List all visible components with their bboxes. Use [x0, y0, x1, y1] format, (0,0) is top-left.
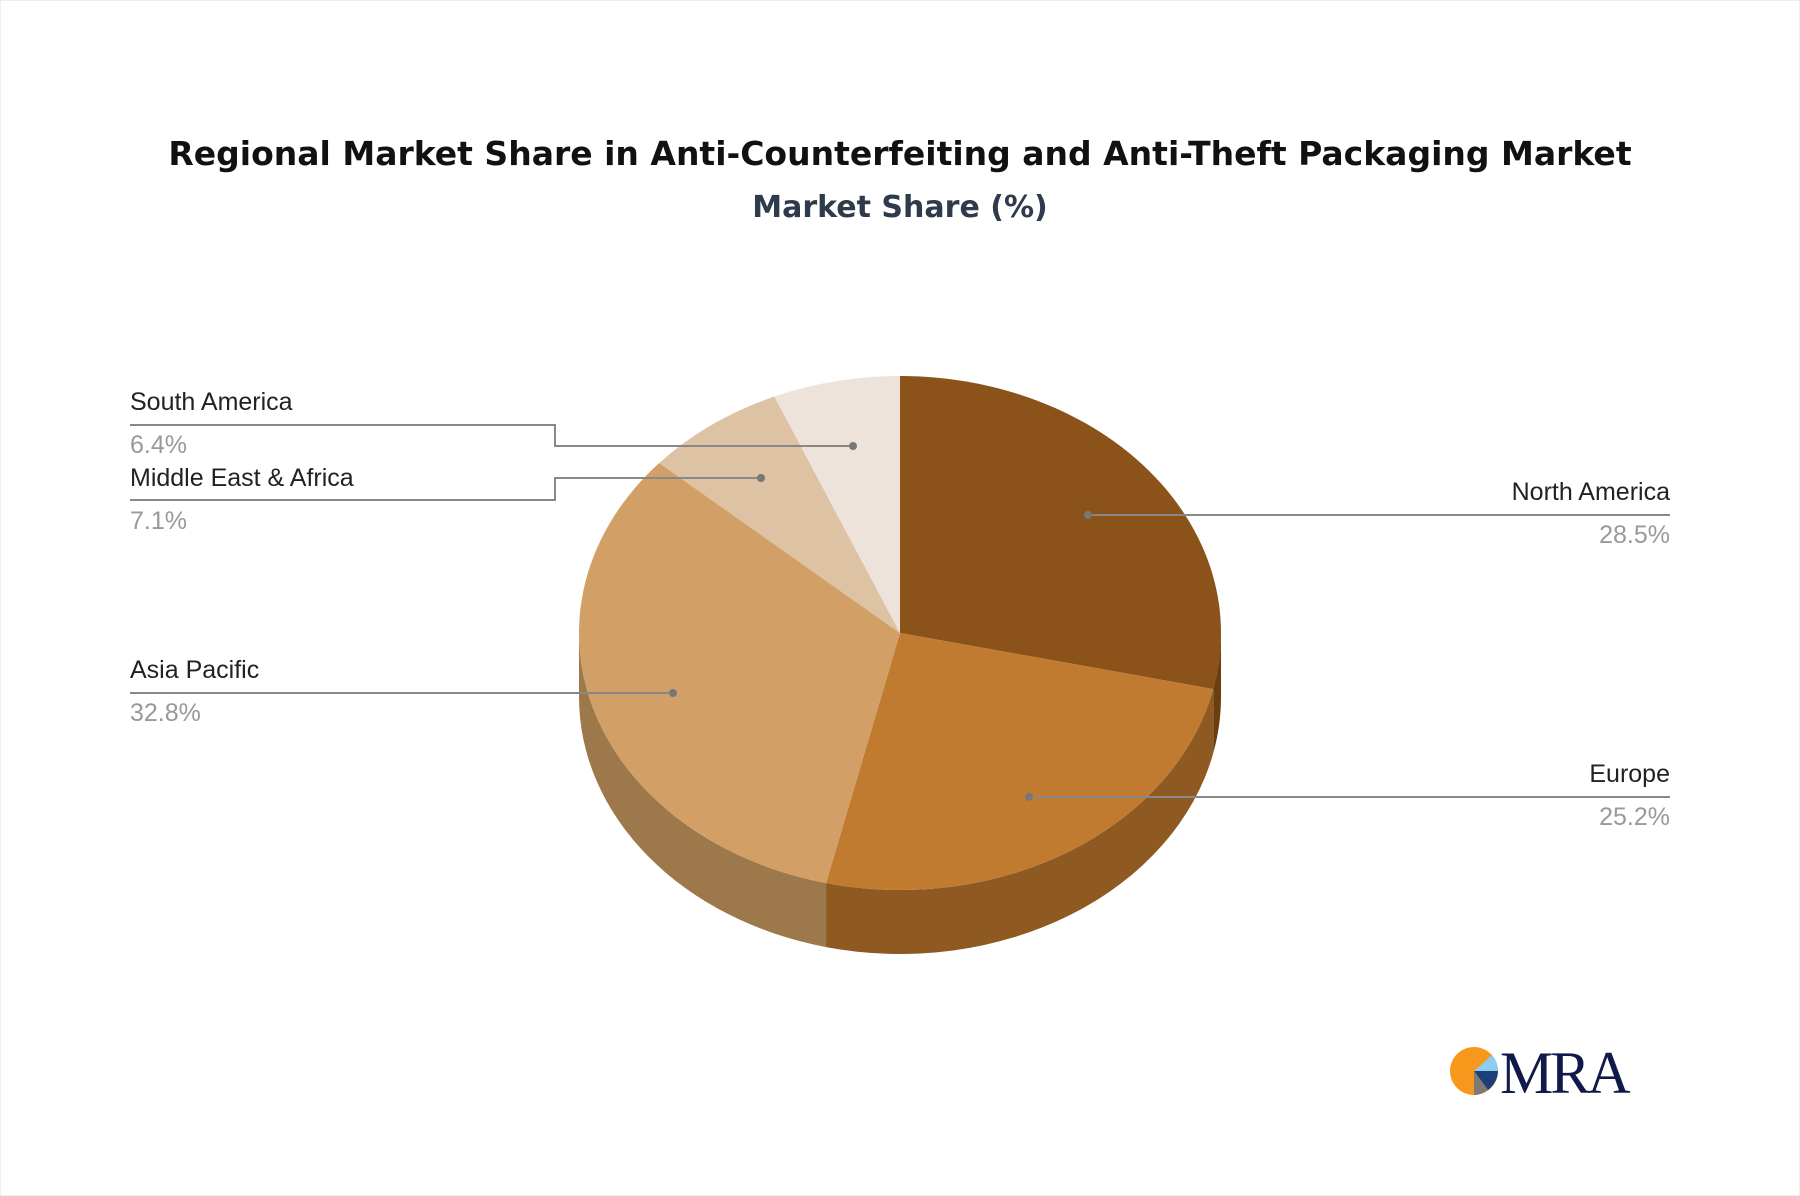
pie-side-europe [826, 689, 1214, 954]
value-europe: 25.2% [1599, 803, 1670, 831]
leader-dot-south-america [849, 442, 857, 450]
pie-slice-north-america [900, 376, 1221, 690]
svg-text:MRA: MRA [1500, 1040, 1630, 1106]
leader-line-middle-east-africa [130, 477, 761, 501]
pie-side-asia-pacific [579, 633, 827, 948]
label-middle-east-africa: Middle East & Africa [130, 464, 354, 492]
pie-slice-south-america [774, 376, 900, 633]
value-middle-east-africa: 7.1% [130, 507, 187, 535]
label-north-america: North America [1511, 478, 1670, 506]
label-south-america: South America [130, 388, 293, 416]
label-asia-pacific: Asia Pacific [130, 656, 260, 684]
mra-logo: MRA [1450, 1040, 1633, 1106]
pie-slice-europe [826, 633, 1214, 890]
pie-slice-middle-east-africa [659, 396, 900, 633]
chart-title: Regional Market Share in Anti-Counterfei… [168, 134, 1632, 173]
leader-dot-middle-east-africa [757, 474, 765, 482]
value-asia-pacific: 32.8% [130, 699, 201, 727]
value-south-america: 6.4% [130, 431, 187, 459]
value-north-america: 28.5% [1599, 521, 1670, 549]
pie-side-north-america [1213, 633, 1221, 754]
label-europe: Europe [1589, 760, 1670, 788]
leader-dot-north-america [1084, 511, 1092, 519]
leader-line-south-america [130, 424, 853, 447]
leader-dot-asia-pacific [669, 689, 677, 697]
chart-subtitle: Market Share (%) [752, 190, 1048, 225]
pie-slice-asia-pacific [579, 463, 900, 884]
leader-dot-europe [1025, 793, 1033, 801]
